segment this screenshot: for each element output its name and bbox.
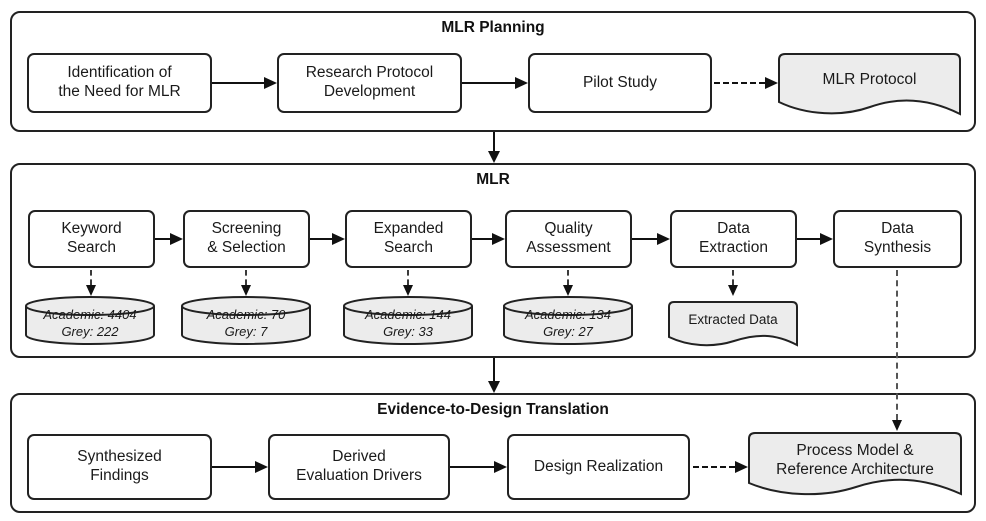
arrow-keyword-to-datastore (85, 270, 96, 296)
box-screening-selection: Screening & Selection (183, 210, 310, 268)
arrow-expanded-to-quality (472, 233, 505, 245)
document-process-model-reference-architecture: Process Model & Reference Architecture (748, 432, 962, 499)
arrow-quality-to-extraction (632, 233, 670, 245)
box-synthesized-findings: Synthesized Findings (27, 434, 212, 500)
arrow-protocol-to-pilot (462, 77, 528, 89)
section-mlr (10, 163, 976, 358)
arrow-expanded-to-datastore (402, 270, 413, 296)
document-mlr-protocol: MLR Protocol (778, 53, 961, 117)
arrow-extraction-to-synthesis (797, 233, 833, 245)
box-identification-of-need: Identification of the Need for MLR (27, 53, 212, 113)
document-extracted-data: Extracted Data (668, 301, 798, 348)
arrow-drivers-to-realization (450, 461, 507, 473)
box-design-realization: Design Realization (507, 434, 690, 500)
arrow-pilot-to-mlr-protocol (714, 77, 778, 89)
arrow-findings-to-drivers (212, 461, 268, 473)
arrow-identification-to-protocol (212, 77, 277, 89)
box-quality-assessment: Quality Assessment (505, 210, 632, 268)
box-research-protocol-development: Research Protocol Development (277, 53, 462, 113)
datastore-screening-counts: Academic: 70 Grey: 7 (181, 296, 311, 345)
arrow-planning-to-mlr (488, 132, 500, 163)
box-derived-evaluation-drivers: Derived Evaluation Drivers (268, 434, 450, 500)
box-data-extraction: Data Extraction (670, 210, 797, 268)
section-title-translation: Evidence-to-Design Translation (377, 401, 609, 418)
arrow-realization-to-process-model (693, 461, 748, 473)
box-pilot-study: Pilot Study (528, 53, 712, 113)
datastore-expanded-counts: Academic: 144 Grey: 33 (343, 296, 473, 345)
box-data-synthesis: Data Synthesis (833, 210, 962, 268)
section-title-mlr: MLR (476, 171, 510, 188)
box-expanded-search: Expanded Search (345, 210, 472, 268)
datastore-keyword-counts: Academic: 4404 Grey: 222 (25, 296, 155, 345)
box-keyword-search: Keyword Search (28, 210, 155, 268)
section-title-mlr-planning: MLR Planning (441, 19, 545, 36)
arrow-mlr-to-translation (488, 358, 500, 393)
arrow-keyword-to-screening (155, 233, 183, 245)
datastore-quality-counts: Academic: 134 Grey: 27 (503, 296, 633, 345)
arrow-screening-to-datastore (240, 270, 251, 296)
arrow-quality-to-datastore (562, 270, 573, 296)
arrow-extraction-to-extracted-data (727, 270, 738, 296)
arrow-screening-to-expanded (310, 233, 345, 245)
arrow-synthesis-to-process-model (891, 270, 902, 431)
